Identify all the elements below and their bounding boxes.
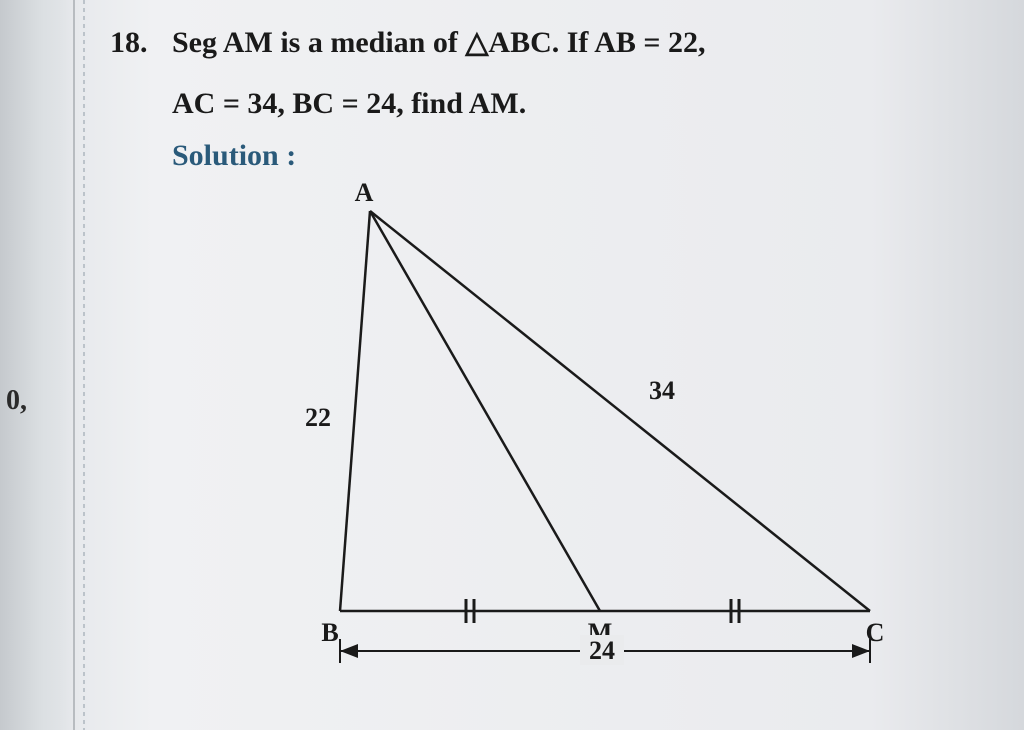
segment-AC (370, 211, 870, 611)
page-binding-edge (0, 0, 75, 730)
question-text-line1: Seg AM is a median of △ABC. If AB = 22, (172, 20, 706, 67)
solution-heading: Solution : (172, 139, 990, 173)
dimension-BC: 24 (340, 635, 870, 665)
side-AC-label: 34 (649, 376, 675, 405)
page-content: 18. Seg AM is a median of △ABC. If AB = … (110, 20, 990, 691)
side-BC-label: 24 (589, 636, 615, 665)
triangle-diagram: A B M C 22 34 24 (230, 191, 950, 691)
left-page-fragment: 0, (6, 385, 27, 417)
side-AB-label: 22 (305, 403, 331, 432)
diagram-svg: A B M C 22 34 24 (230, 191, 950, 691)
segment-AB (340, 211, 370, 611)
question-number: 18. (110, 26, 156, 60)
question-text-line2: AC = 34, BC = 24, find AM. (172, 81, 990, 128)
label-C: C (866, 618, 885, 647)
label-A: A (355, 178, 374, 207)
segment-AM (370, 211, 600, 611)
page-margin-decoration (75, 0, 93, 730)
question-line-1: 18. Seg AM is a median of △ABC. If AB = … (110, 20, 990, 67)
label-B: B (321, 618, 338, 647)
